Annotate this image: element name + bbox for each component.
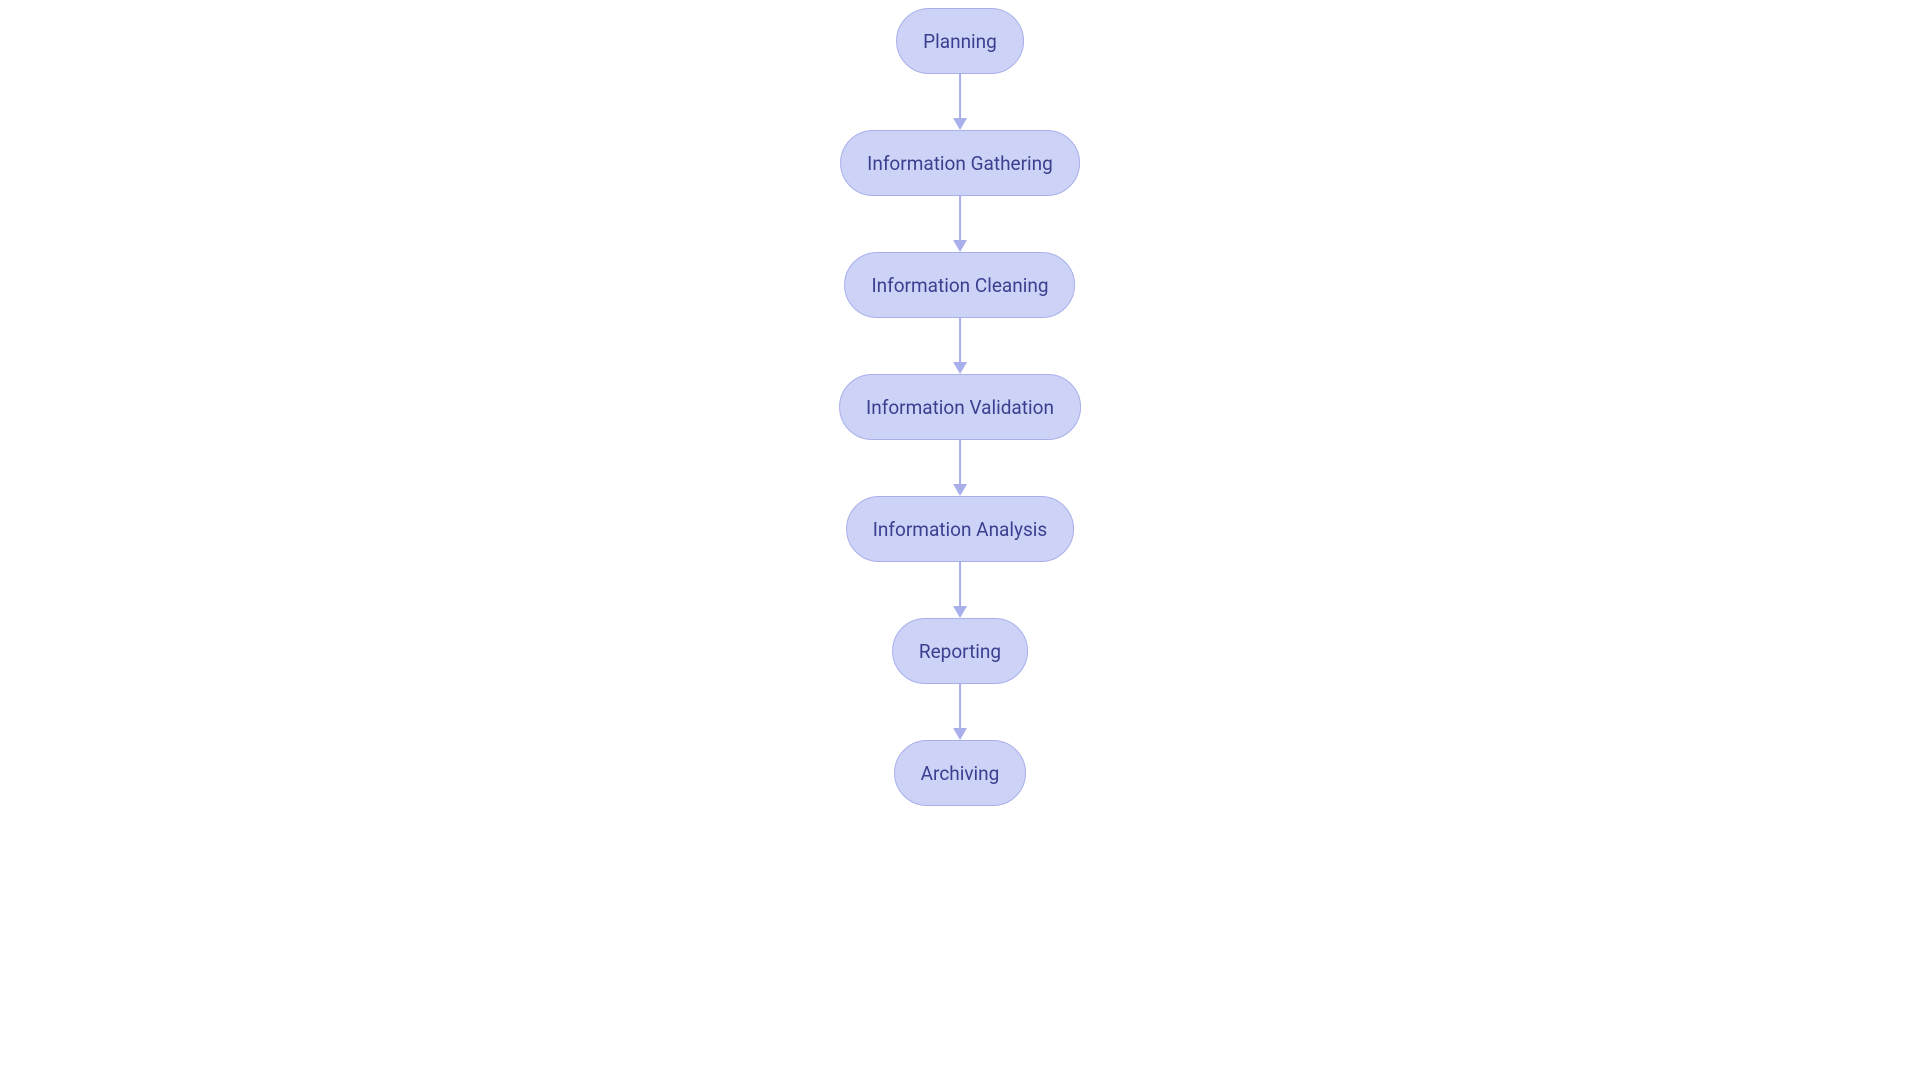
arrow-line [959,562,961,606]
arrow-head-icon [953,118,967,130]
arrow-head-icon [953,240,967,252]
node-label: Information Validation [866,396,1054,419]
node-archiving: Archiving [894,740,1027,806]
arrow [953,318,967,374]
arrow [953,684,967,740]
node-label: Archiving [921,762,1000,785]
flowchart-container: Planning Information Gathering Informati… [839,8,1081,806]
arrow-line [959,440,961,484]
node-cleaning: Information Cleaning [844,252,1075,318]
node-label: Reporting [919,640,1001,663]
arrow-head-icon [953,728,967,740]
arrow [953,440,967,496]
node-gathering: Information Gathering [840,130,1080,196]
arrow-head-icon [953,362,967,374]
node-label: Information Cleaning [871,274,1048,297]
arrow [953,196,967,252]
node-planning: Planning [896,8,1024,74]
arrow-line [959,318,961,362]
arrow-line [959,684,961,728]
arrow-line [959,74,961,118]
node-validation: Information Validation [839,374,1081,440]
arrow [953,562,967,618]
arrow-line [959,196,961,240]
arrow [953,74,967,130]
node-analysis: Information Analysis [846,496,1074,562]
arrow-head-icon [953,484,967,496]
node-label: Information Analysis [873,518,1047,541]
node-label: Planning [923,30,997,53]
arrow-head-icon [953,606,967,618]
node-reporting: Reporting [892,618,1028,684]
node-label: Information Gathering [867,152,1053,175]
